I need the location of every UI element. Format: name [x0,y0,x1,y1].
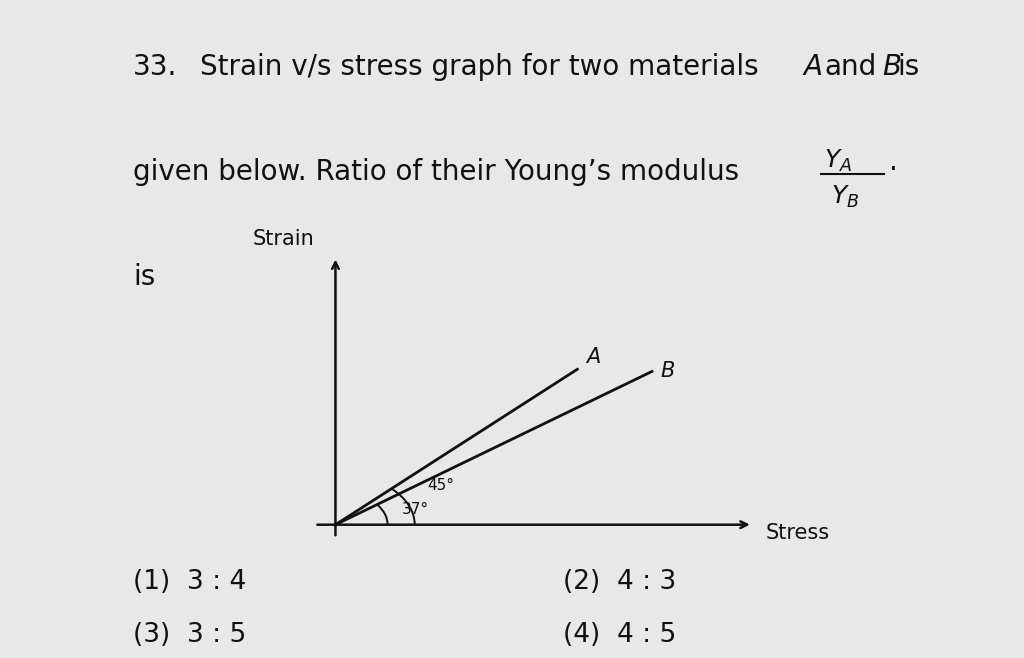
Text: Strain: Strain [253,228,314,249]
Text: A: A [804,53,823,81]
Text: (4)  4 : 5: (4) 4 : 5 [563,622,677,648]
Text: $Y_A$: $Y_A$ [824,148,852,174]
Text: Strain v/s stress graph for two materials: Strain v/s stress graph for two material… [200,53,759,81]
Text: (3)  3 : 5: (3) 3 : 5 [133,622,247,648]
Text: is: is [133,263,156,291]
Text: Stress: Stress [765,522,829,543]
Text: 45°: 45° [427,478,455,493]
Text: given below. Ratio of their Young’s modulus: given below. Ratio of their Young’s modu… [133,158,739,186]
Text: (1)  3 : 4: (1) 3 : 4 [133,569,247,595]
Text: $Y_B$: $Y_B$ [831,184,860,211]
Text: 33.: 33. [133,53,177,81]
Text: B: B [883,53,902,81]
Text: and: and [824,53,877,81]
Text: A: A [586,347,600,367]
Text: .: . [889,148,898,176]
Text: (2)  4 : 3: (2) 4 : 3 [563,569,677,595]
Text: 37°: 37° [402,502,429,517]
Text: B: B [660,361,675,382]
Text: is: is [897,53,920,81]
